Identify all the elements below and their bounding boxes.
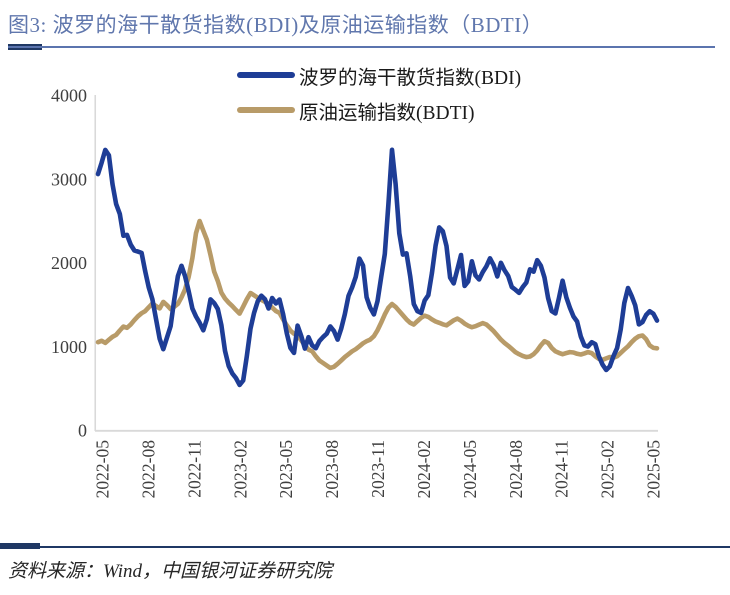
x-tick-label: 2023-11 bbox=[368, 440, 388, 498]
x-tick-label: 2022-05 bbox=[93, 440, 113, 499]
x-tick-label: 2024-05 bbox=[460, 440, 480, 499]
series-line-bdti bbox=[95, 218, 660, 371]
legend-label-bdti: 原油运输指数(BDTI) bbox=[299, 102, 475, 124]
x-tick-label: 2022-08 bbox=[138, 440, 158, 499]
y-tick-label: 4000 bbox=[51, 86, 87, 106]
y-tick-label: 3000 bbox=[51, 169, 87, 189]
x-tick-label: 2025-02 bbox=[598, 440, 618, 498]
legend-item-bdi: 波罗的海干散货指数(BDI) bbox=[237, 62, 522, 89]
x-tick-label: 2022-11 bbox=[184, 440, 204, 498]
x-tick-label: 2023-02 bbox=[230, 440, 250, 498]
x-tick-label: 2023-08 bbox=[322, 440, 342, 499]
x-tick-label: 2023-05 bbox=[276, 440, 296, 499]
chart-svg: 0 1000 2000 3000 4000 2022-05 2022-08 2022-11 20… bbox=[51, 86, 664, 499]
chart-legend: 波罗的海干散货指数(BDI) 原油运输指数(BDTI) bbox=[237, 62, 522, 124]
legend-item-bdti: 原油运输指数(BDTI) bbox=[237, 97, 521, 124]
series-line-bdi bbox=[95, 147, 660, 388]
source-note: 资料来源：Wind，中国银河证券研究院 bbox=[8, 561, 333, 582]
x-tick-label: 2024-02 bbox=[414, 440, 434, 498]
x-tick-label: 2024-08 bbox=[506, 440, 526, 499]
x-tick-label: 2024-11 bbox=[552, 440, 572, 498]
legend-swatch-bdti bbox=[237, 107, 295, 113]
x-tick-label: 2025-05 bbox=[644, 440, 664, 499]
y-tick-label: 0 bbox=[78, 421, 87, 441]
legend-swatch-bdi bbox=[237, 72, 295, 78]
y-tick-label: 2000 bbox=[51, 253, 87, 273]
y-tick-label: 1000 bbox=[51, 337, 87, 357]
title-rule bbox=[8, 46, 715, 48]
footer-rule bbox=[0, 546, 730, 548]
page-title: 图3: 波罗的海干散货指数(BDI)及原油运输指数（BDTI） bbox=[8, 13, 544, 37]
legend-label-bdi: 波罗的海干散货指数(BDI) bbox=[299, 67, 522, 89]
